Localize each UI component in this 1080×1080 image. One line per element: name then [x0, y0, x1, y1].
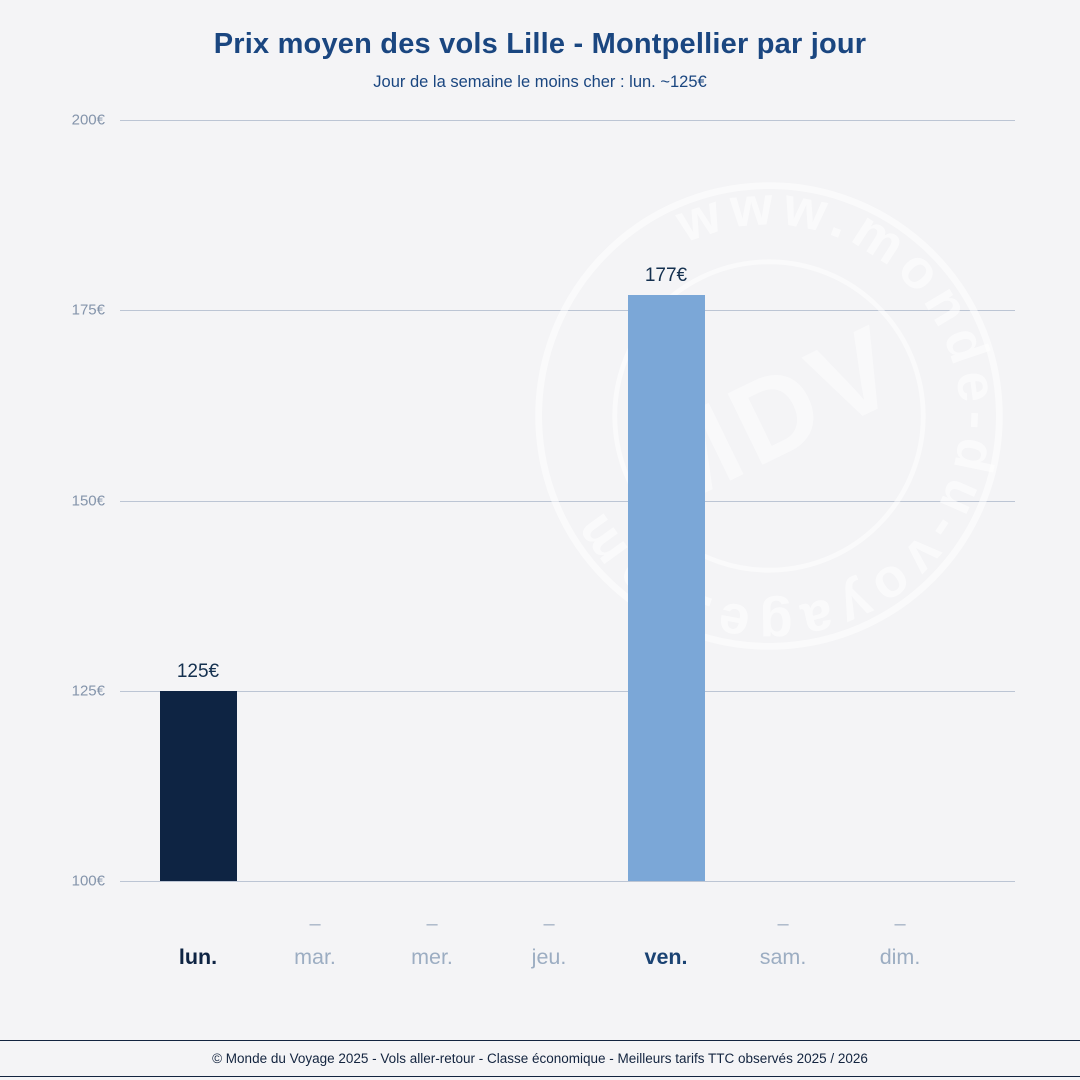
gridline [120, 310, 1015, 312]
y-axis-tick-label: 200€ [71, 111, 105, 129]
y-axis-tick-label: 175€ [71, 301, 105, 319]
chart-subtitle: Jour de la semaine le moins cher : lun. … [373, 73, 707, 91]
gridline [120, 120, 1015, 121]
x-axis-tick-label-ven: ven. [644, 945, 688, 969]
gridline [120, 690, 1015, 692]
missing-value-marker: – [543, 913, 555, 935]
x-axis-tick-label-jeu: jeu. [531, 945, 567, 969]
chart-title: Prix moyen des vols Lille - Montpellier … [213, 28, 867, 60]
y-axis-tick-label: 125€ [71, 682, 105, 700]
footer-text: © Monde du Voyage 2025 - Vols aller-reto… [212, 1051, 868, 1066]
missing-value-marker: – [426, 913, 438, 935]
x-axis-tick-label-mer: mer. [411, 945, 453, 969]
footer-bar: © Monde du Voyage 2025 - Vols aller-reto… [0, 1040, 1080, 1077]
missing-value-marker: – [309, 913, 321, 935]
missing-value-marker: – [777, 913, 789, 935]
bar-lun [159, 690, 237, 881]
bar-ven [627, 295, 705, 881]
gridline [120, 881, 1015, 882]
plot-area: 100€ 125€ 150€ 175€ 200€ 125€ 177€ [72, 112, 1015, 890]
missing-value-marker: – [894, 913, 906, 935]
x-axis-tick-label-lun: lun. [178, 945, 218, 969]
y-axis-tick-label: 100€ [71, 872, 105, 890]
y-axis-tick-label: 150€ [71, 492, 105, 509]
bar-value-label: 125€ [176, 660, 220, 682]
bar-value-label: 177€ [644, 265, 688, 287]
x-axis: lun. – mar. – mer. – jeu. ven. – sam. – dim. [120, 901, 1015, 996]
x-axis-tick-label-dim: dim. [879, 945, 921, 969]
gridline [120, 500, 1015, 502]
x-axis-tick-label-mar: mar. [294, 945, 336, 969]
x-axis-tick-label-sam: sam. [759, 945, 807, 969]
